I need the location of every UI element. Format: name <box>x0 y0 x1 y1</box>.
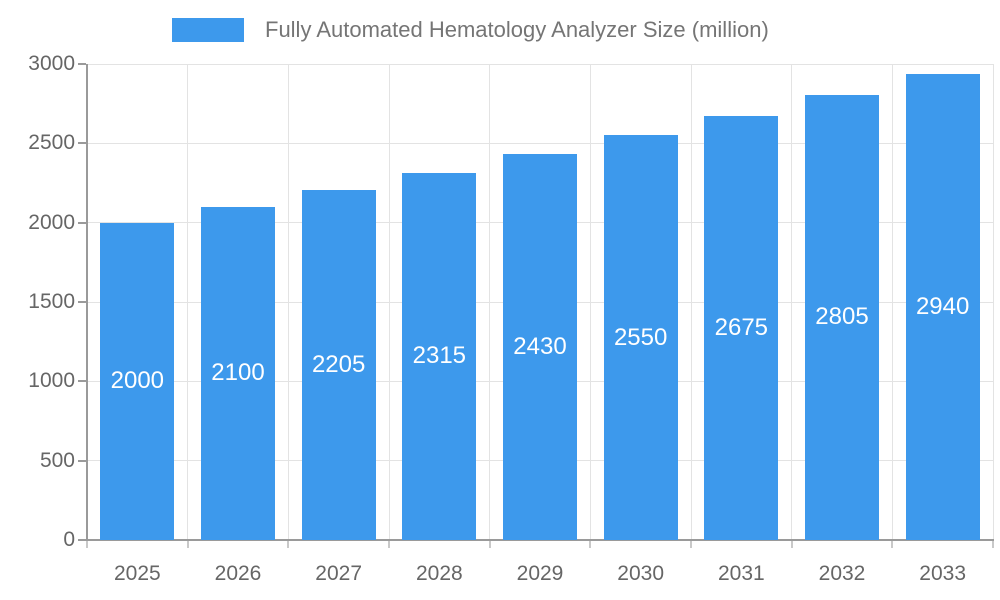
x-axis-tick <box>86 541 88 548</box>
x-tick-label: 2026 <box>214 562 262 585</box>
x-axis-tick <box>891 541 894 548</box>
bar-value-label: 2205 <box>311 351 366 379</box>
x-tick-label: 2033 <box>919 562 967 585</box>
gridline-vertical <box>589 64 591 540</box>
x-tick-label: 2032 <box>818 562 866 585</box>
bar <box>905 73 980 540</box>
gridline-vertical <box>388 64 390 540</box>
gridline-vertical <box>187 64 189 540</box>
gridline-vertical <box>690 64 692 540</box>
y-tick-label: 3000 <box>28 52 75 75</box>
x-tick-label: 2028 <box>415 562 463 585</box>
y-tick-label: 0 <box>63 528 75 551</box>
x-axis-tick <box>992 541 994 548</box>
legend-label: Fully Automated Hematology Analyzer Size… <box>265 17 769 42</box>
gridline-vertical <box>791 64 793 540</box>
bar <box>201 206 275 540</box>
x-axis-line <box>86 539 994 541</box>
bar-value-label: 2550 <box>613 323 668 351</box>
bar <box>301 190 376 540</box>
bar <box>503 154 577 540</box>
y-axis-tick <box>78 63 86 65</box>
y-axis-line <box>86 64 88 540</box>
bar <box>805 94 879 540</box>
x-axis-tick <box>287 541 290 548</box>
bar <box>402 172 477 540</box>
bar-value-label: 2100 <box>211 359 265 387</box>
x-axis-tick <box>488 541 491 548</box>
y-tick-label: 2500 <box>28 131 75 155</box>
y-tick-label: 1000 <box>28 369 75 393</box>
y-axis-tick <box>78 221 86 224</box>
gridline-horizontal <box>87 63 993 65</box>
bar-value-label: 2805 <box>815 303 869 331</box>
x-tick-label: 2031 <box>717 562 765 585</box>
y-axis-tick <box>78 380 86 383</box>
x-tick-label: 2025 <box>113 562 161 585</box>
bar <box>603 135 678 540</box>
bar-value-label: 2675 <box>714 313 769 341</box>
y-axis-tick <box>78 301 86 303</box>
x-axis-tick <box>186 541 189 548</box>
gridline-vertical <box>287 64 289 540</box>
x-axis-tick <box>589 541 592 548</box>
y-tick-label: 2000 <box>28 210 75 234</box>
bar-value-label: 2315 <box>412 342 467 370</box>
x-tick-label: 2029 <box>516 562 564 585</box>
x-axis-tick <box>690 541 692 548</box>
bar-value-label: 2430 <box>513 333 567 361</box>
y-axis-tick <box>78 539 86 541</box>
x-axis-tick <box>790 541 793 548</box>
y-tick-label: 1500 <box>28 290 75 313</box>
gridline-vertical <box>891 64 893 540</box>
bar <box>704 115 779 540</box>
bar <box>100 222 175 540</box>
x-tick-label: 2027 <box>315 562 363 585</box>
gridline-horizontal <box>87 142 993 144</box>
x-tick-label: 2030 <box>617 562 665 585</box>
gridline-vertical <box>992 64 994 540</box>
bar-value-label: 2000 <box>110 367 165 395</box>
chart-legend: Fully Automated Hematology Analyzer Size… <box>172 17 769 43</box>
bar-value-label: 2940 <box>915 292 970 320</box>
y-axis-tick <box>78 142 86 145</box>
y-axis-tick <box>78 459 86 462</box>
x-axis-tick <box>388 541 390 548</box>
y-tick-label: 500 <box>39 448 75 472</box>
gridline-vertical <box>489 64 491 540</box>
legend-swatch <box>172 18 244 42</box>
